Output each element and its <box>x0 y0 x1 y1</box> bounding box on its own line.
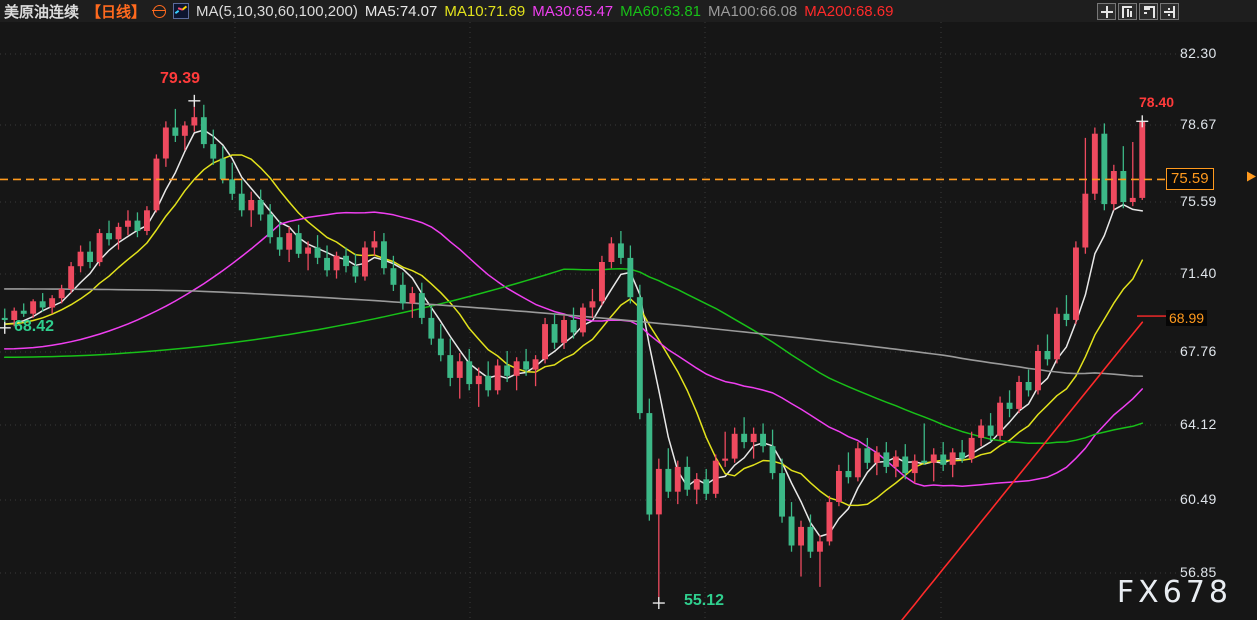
reference-line-tag[interactable]: 75.59 <box>1166 168 1214 190</box>
ma30-value: MA30:65.47 <box>532 2 614 20</box>
ma-spec-label: MA(5,10,30,60,100,200) <box>196 2 358 20</box>
crosshair-circle-icon[interactable] <box>152 4 167 18</box>
align-right-button[interactable] <box>1139 3 1158 20</box>
chart-toolbar <box>1097 3 1179 20</box>
symbol-label[interactable]: 美原油连续 <box>4 3 80 21</box>
mini-chart-icon[interactable] <box>173 3 190 19</box>
ma100-value: MA100:66.08 <box>708 2 798 20</box>
price-tick-71-40: 71.40 <box>1180 265 1217 281</box>
price-chart-canvas[interactable] <box>0 22 1257 620</box>
period-label[interactable]: 【日线】 <box>86 3 147 21</box>
price-tick-56-85: 56.85 <box>1180 564 1217 580</box>
current-price-tag: 78.40 <box>1139 94 1175 110</box>
moving-averages <box>3 129 1144 620</box>
ma5-value: MA5:74.07 <box>364 2 438 20</box>
ma200-value: MA200:68.69 <box>804 2 894 20</box>
price-tick-78-67: 78.67 <box>1180 116 1217 132</box>
ma10-value: MA10:71.69 <box>444 2 526 20</box>
jump-to-latest-button[interactable] <box>1160 3 1179 20</box>
chart-header: 美原油连续 【日线】 MA(5,10,30,60,100,200) MA5:74… <box>0 0 1257 22</box>
ma200-price-tag: 68.99 <box>1166 310 1208 326</box>
align-left-button[interactable] <box>1118 3 1137 20</box>
extreme-markers <box>0 94 1149 610</box>
price-tick-64-12: 64.12 <box>1180 416 1217 432</box>
price-tick-75-59: 75.59 <box>1180 193 1217 209</box>
high-annotation: 79.39 <box>160 70 201 87</box>
price-tick-82-30: 82.30 <box>1180 45 1217 61</box>
open-annotation: 68.42 <box>14 318 55 335</box>
low-annotation: 55.12 <box>684 592 725 609</box>
ma60-value: MA60:63.81 <box>620 2 702 20</box>
price-tick-67-76: 67.76 <box>1180 343 1217 359</box>
price-tick-60-49: 60.49 <box>1180 491 1217 507</box>
candles <box>1 100 1146 604</box>
move-crosshair-button[interactable] <box>1097 3 1116 20</box>
watermark: FX678 <box>1116 575 1232 610</box>
grid-lines <box>0 22 1183 620</box>
candlestick-svg <box>0 22 1256 620</box>
